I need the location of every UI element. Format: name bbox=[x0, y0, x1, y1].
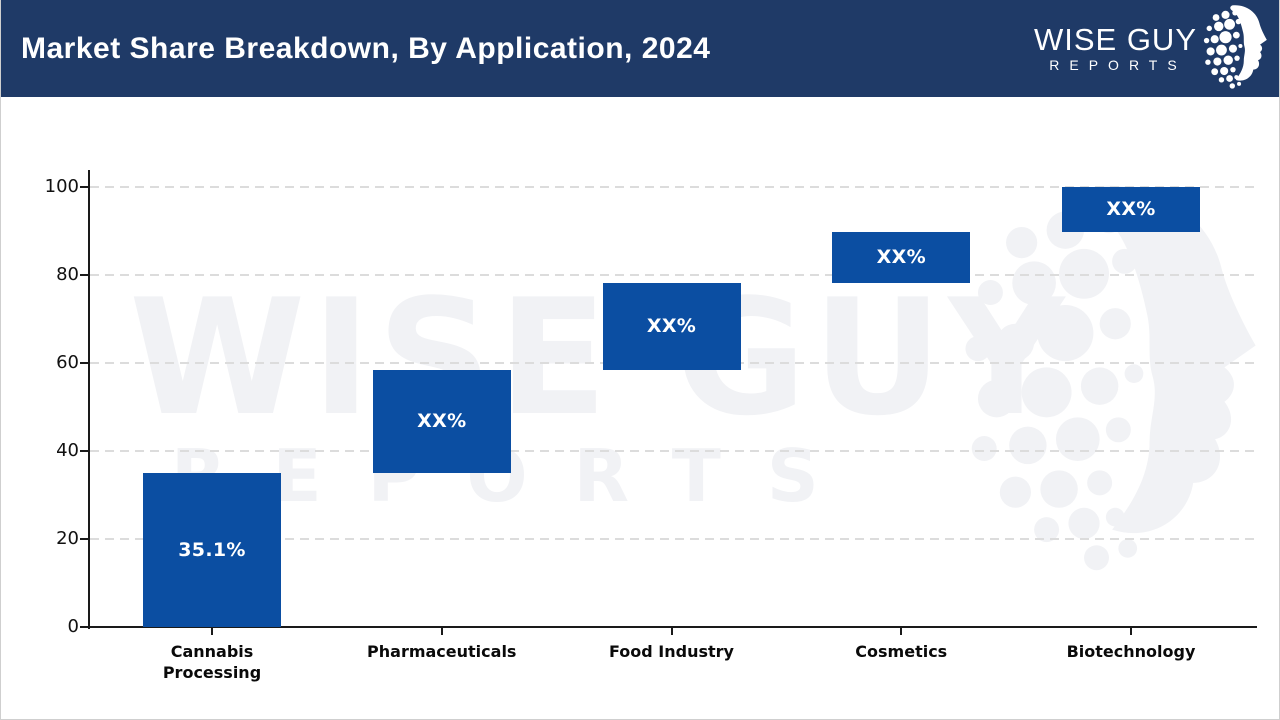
y-tickmark bbox=[80, 274, 88, 276]
y-tickmark bbox=[80, 362, 88, 364]
y-axis-tick-label: 60 bbox=[56, 352, 79, 373]
category-label-3: Food Industry bbox=[609, 642, 734, 661]
bar-segment-3: XX% bbox=[602, 282, 741, 370]
bar-value-label: XX% bbox=[1106, 198, 1156, 221]
category-label-5: Biotechnology bbox=[1066, 642, 1196, 661]
y-tickmark bbox=[80, 626, 88, 628]
category-label-4: Cosmetics bbox=[855, 642, 948, 661]
y-axis-tick-label: 40 bbox=[56, 440, 79, 461]
y-axis-tick-label: 20 bbox=[56, 528, 79, 549]
y-gridline bbox=[90, 186, 1257, 188]
y-axis-line bbox=[88, 170, 90, 629]
logo-reports-label: REPORTS bbox=[1049, 57, 1187, 73]
x-tickmark bbox=[1130, 628, 1132, 635]
wiseguy-logo-text: WISE GUY REPORTS bbox=[1033, 22, 1197, 74]
x-tickmark bbox=[211, 628, 213, 635]
bar-segment-2: XX% bbox=[372, 369, 511, 473]
logo-wiseguy-label: WISE GUY bbox=[1033, 22, 1197, 57]
category-label-1: Cannabis Processing bbox=[162, 642, 262, 682]
y-axis-tick-label: 0 bbox=[67, 616, 79, 637]
wiseguy-face-icon bbox=[1201, 4, 1269, 92]
y-axis-tick-label: 80 bbox=[56, 264, 79, 285]
watermark-face-icon bbox=[953, 180, 1265, 586]
header-bar: Market Share Breakdown, By Application, … bbox=[1, 0, 1279, 97]
y-tickmark bbox=[80, 538, 88, 540]
y-gridline bbox=[90, 538, 1257, 540]
bar-segment-4: XX% bbox=[832, 231, 971, 283]
bar-segment-5: XX% bbox=[1062, 187, 1200, 232]
watermark-wiseguy-text: WISE GUY bbox=[129, 264, 1071, 451]
chart-title: Market Share Breakdown, By Application, … bbox=[21, 31, 711, 65]
bar-value-label: 35.1% bbox=[178, 538, 246, 561]
bar-value-label: XX% bbox=[417, 410, 467, 433]
x-tickmark bbox=[440, 628, 443, 635]
y-gridline bbox=[90, 274, 1257, 276]
bar-value-label: XX% bbox=[646, 315, 697, 338]
x-tickmark bbox=[670, 628, 673, 635]
bar-value-label: XX% bbox=[876, 246, 926, 269]
y-tickmark bbox=[80, 450, 88, 452]
y-gridline bbox=[90, 450, 1257, 452]
bar-segment-1: 35.1% bbox=[143, 472, 281, 627]
wiseguy-logo: WISE GUY REPORTS bbox=[1034, 4, 1269, 92]
y-tickmark bbox=[80, 186, 88, 188]
category-label-2: Pharmaceuticals bbox=[367, 642, 517, 661]
x-axis-line bbox=[88, 626, 1257, 628]
y-axis-tick-label: 100 bbox=[44, 176, 79, 197]
x-tickmark bbox=[900, 628, 903, 635]
